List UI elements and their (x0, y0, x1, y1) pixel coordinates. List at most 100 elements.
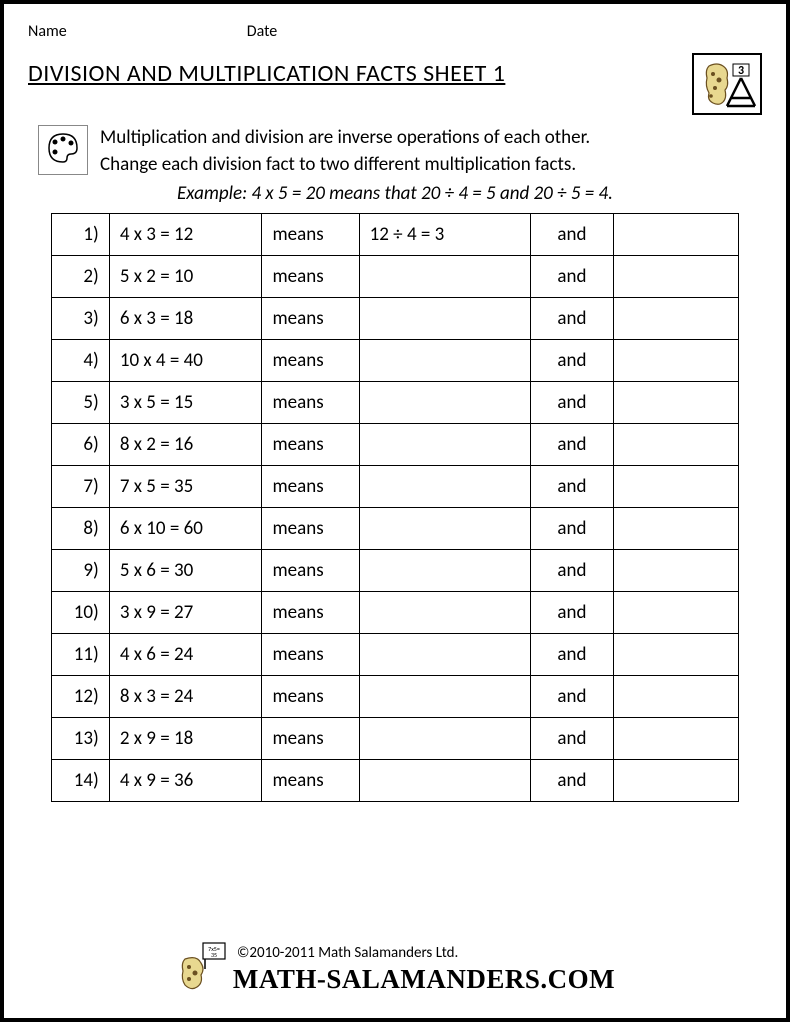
table-row: 11)4 x 6 = 24meansand (52, 634, 739, 676)
page-title: DIVISION AND MULTIPLICATION FACTS SHEET … (28, 59, 505, 88)
multiplication-fact: 5 x 6 = 30 (109, 550, 262, 592)
table-row: 1)4 x 3 = 12means12 ÷ 4 = 3and (52, 214, 739, 256)
multiplication-fact: 4 x 6 = 24 (109, 634, 262, 676)
and-label: and (530, 256, 613, 298)
row-number: 6) (52, 424, 110, 466)
answer-cell-2[interactable] (614, 760, 739, 802)
answer-cell-1[interactable] (359, 424, 530, 466)
worksheet-page: Name Date DIVISION AND MULTIPLICATION FA… (0, 0, 790, 1022)
row-number: 5) (52, 382, 110, 424)
multiplication-fact: 2 x 9 = 18 (109, 718, 262, 760)
answer-cell-1[interactable] (359, 550, 530, 592)
answer-cell-2[interactable] (614, 382, 739, 424)
svg-text:35: 35 (211, 951, 217, 959)
brand-text: MATH-SALAMANDERS.COM (233, 964, 615, 995)
means-label: means (262, 550, 359, 592)
means-label: means (262, 298, 359, 340)
and-label: and (530, 466, 613, 508)
answer-cell-2[interactable] (614, 214, 739, 256)
table-row: 6)8 x 2 = 16meansand (52, 424, 739, 466)
answer-cell-1[interactable] (359, 256, 530, 298)
means-label: means (262, 382, 359, 424)
means-label: means (262, 718, 359, 760)
footer-logo-icon: 7x5= 35 (175, 939, 231, 1000)
multiplication-fact: 5 x 2 = 10 (109, 256, 262, 298)
table-row: 4)10 x 4 = 40meansand (52, 340, 739, 382)
intro-line1: Multiplication and division are inverse … (100, 125, 762, 152)
row-number: 9) (52, 550, 110, 592)
and-label: and (530, 760, 613, 802)
answer-cell-2[interactable] (614, 718, 739, 760)
row-number: 13) (52, 718, 110, 760)
answer-cell-1[interactable] (359, 718, 530, 760)
answer-cell-2[interactable] (614, 298, 739, 340)
intro-line2: Change each division fact to two differe… (100, 152, 762, 179)
table-row: 12)8 x 3 = 24means and (52, 676, 739, 718)
multiplication-fact: 6 x 3 = 18 (109, 298, 262, 340)
means-label: means (262, 676, 359, 718)
table-row: 3)6 x 3 = 18meansand (52, 298, 739, 340)
table-row: 10)3 x 9 = 27meansand (52, 592, 739, 634)
and-label: and (530, 592, 613, 634)
row-number: 14) (52, 760, 110, 802)
and-label: and (530, 382, 613, 424)
palette-icon (38, 125, 88, 175)
multiplication-fact: 3 x 9 = 27 (109, 592, 262, 634)
answer-cell-2[interactable] (614, 466, 739, 508)
answer-cell-1[interactable] (359, 298, 530, 340)
salamander-logo-icon: 3 (697, 58, 757, 110)
and-label: and (530, 214, 613, 256)
multiplication-fact: 10 x 4 = 40 (109, 340, 262, 382)
multiplication-fact: 8 x 3 = 24 (109, 676, 262, 718)
row-number: 3) (52, 298, 110, 340)
means-label: means (262, 424, 359, 466)
means-label: means (262, 760, 359, 802)
answer-cell-2[interactable] (614, 634, 739, 676)
answer-cell-1[interactable] (359, 466, 530, 508)
row-number: 12) (52, 676, 110, 718)
row-number: 4) (52, 340, 110, 382)
table-row: 13)2 x 9 = 18meansand (52, 718, 739, 760)
means-label: means (262, 634, 359, 676)
footer: 7x5= 35 ©2010-2011 Math Salamanders Ltd.… (4, 939, 786, 1000)
intro-text: Multiplication and division are inverse … (100, 125, 762, 178)
table-row: 9)5 x 6 = 30meansand (52, 550, 739, 592)
means-label: means (262, 340, 359, 382)
answer-cell-1[interactable] (359, 760, 530, 802)
row-number: 8) (52, 508, 110, 550)
worksheet-table: 1)4 x 3 = 12means12 ÷ 4 = 3and2)5 x 2 = … (51, 213, 739, 802)
answer-cell-1[interactable]: 12 ÷ 4 = 3 (359, 214, 530, 256)
means-label: means (262, 214, 359, 256)
answer-cell-2[interactable] (614, 550, 739, 592)
answer-cell-2[interactable] (614, 508, 739, 550)
answer-cell-2[interactable] (614, 256, 739, 298)
answer-cell-1[interactable] (359, 676, 530, 718)
name-label: Name (28, 22, 67, 41)
table-row: 14)4 x 9 = 36means and (52, 760, 739, 802)
answer-cell-2[interactable] (614, 424, 739, 466)
table-row: 7)7 x 5 = 35meansand (52, 466, 739, 508)
answer-cell-2[interactable] (614, 340, 739, 382)
multiplication-fact: 3 x 5 = 15 (109, 382, 262, 424)
row-number: 1) (52, 214, 110, 256)
answer-cell-1[interactable] (359, 340, 530, 382)
date-label: Date (247, 22, 278, 41)
answer-cell-1[interactable] (359, 634, 530, 676)
and-label: and (530, 676, 613, 718)
answer-cell-1[interactable] (359, 382, 530, 424)
header-fields: Name Date (28, 22, 762, 41)
answer-cell-1[interactable] (359, 508, 530, 550)
answer-cell-2[interactable] (614, 592, 739, 634)
example-text: Example: 4 x 5 = 20 means that 20 ÷ 4 = … (28, 182, 762, 205)
and-label: and (530, 508, 613, 550)
intro-section: Multiplication and division are inverse … (28, 125, 762, 178)
grade-badge: 3 (692, 53, 762, 115)
and-label: and (530, 634, 613, 676)
answer-cell-2[interactable] (614, 676, 739, 718)
means-label: means (262, 256, 359, 298)
multiplication-fact: 4 x 9 = 36 (109, 760, 262, 802)
multiplication-fact: 6 x 10 = 60 (109, 508, 262, 550)
and-label: and (530, 424, 613, 466)
answer-cell-1[interactable] (359, 592, 530, 634)
row-number: 7) (52, 466, 110, 508)
